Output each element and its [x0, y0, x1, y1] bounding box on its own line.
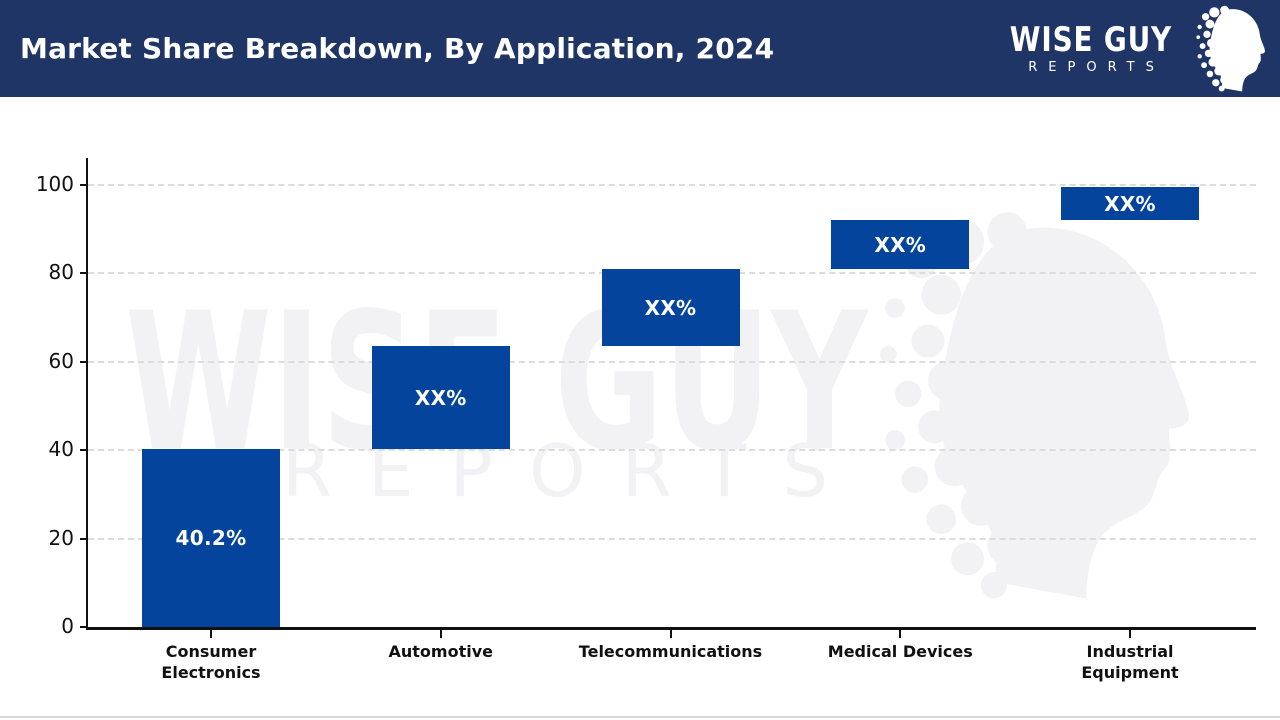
y-axis-tick — [80, 184, 88, 186]
y-axis-label: 100 — [35, 172, 74, 196]
gridline-y40 — [88, 449, 1256, 452]
waterfall-bar-4: XX% — [831, 220, 970, 269]
x-axis-category-label: Consumer Electronics — [161, 642, 261, 682]
x-axis-tick — [669, 630, 672, 638]
x-axis-tick — [1129, 630, 1131, 638]
header-bar: Market Share Breakdown, By Application, … — [0, 0, 1280, 97]
y-axis-line — [86, 158, 88, 630]
bar-value-label: XX% — [644, 295, 697, 320]
chart-area: WISE GUY REPORTS 0 20 40 60 80 100 40.2% XX% XX%… — [0, 97, 1280, 720]
footer-divider — [0, 716, 1280, 718]
y-axis-tick — [80, 272, 88, 275]
waterfall-bar-2: XX% — [371, 346, 510, 450]
y-axis-tick — [80, 537, 88, 540]
y-axis-label: 40 — [48, 437, 74, 462]
x-axis-tick — [210, 630, 212, 638]
bar-value-label: XX% — [874, 232, 927, 257]
brand-logo-text: WISE GUY REPORTS — [992, 23, 1190, 75]
watermark-subtext: REPORTS — [282, 429, 865, 513]
x-axis-category-label: Medical Devices — [827, 642, 973, 661]
waterfall-bar-3: XX% — [601, 268, 740, 347]
bar-value-label: XX% — [414, 385, 467, 410]
x-axis-category-label: Automotive — [388, 642, 494, 661]
x-axis-tick — [439, 630, 442, 638]
bar-value-label: XX% — [1104, 191, 1156, 216]
y-axis-label: 60 — [48, 348, 74, 373]
waterfall-bar-1: 40.2% — [142, 449, 280, 627]
x-axis-line — [86, 627, 1256, 630]
bar-value-label: 40.2% — [175, 526, 247, 551]
y-axis-label: 20 — [48, 525, 74, 550]
gridline-y100 — [88, 184, 1256, 186]
gridline-y20 — [88, 537, 1256, 540]
head-profile-icon — [1196, 5, 1265, 92]
y-axis-label: 80 — [48, 260, 74, 285]
y-axis-tick — [80, 449, 88, 452]
gridline-y60 — [88, 360, 1256, 363]
x-axis-category-label: Industrial Equipment — [1081, 642, 1179, 682]
waterfall-bar-5: XX% — [1061, 187, 1199, 221]
brand-name: WISE GUY — [1009, 19, 1173, 60]
y-axis-tick — [80, 360, 88, 363]
x-axis-category-label: Telecommunications — [578, 642, 763, 661]
brand-logo: WISE GUY REPORTS — [992, 5, 1280, 93]
y-axis-tick — [80, 626, 88, 628]
brand-subname: REPORTS — [1028, 59, 1165, 75]
y-axis-label: 0 — [61, 614, 74, 638]
page-title: Market Share Breakdown, By Application, … — [20, 32, 775, 65]
x-axis-tick — [899, 630, 902, 638]
